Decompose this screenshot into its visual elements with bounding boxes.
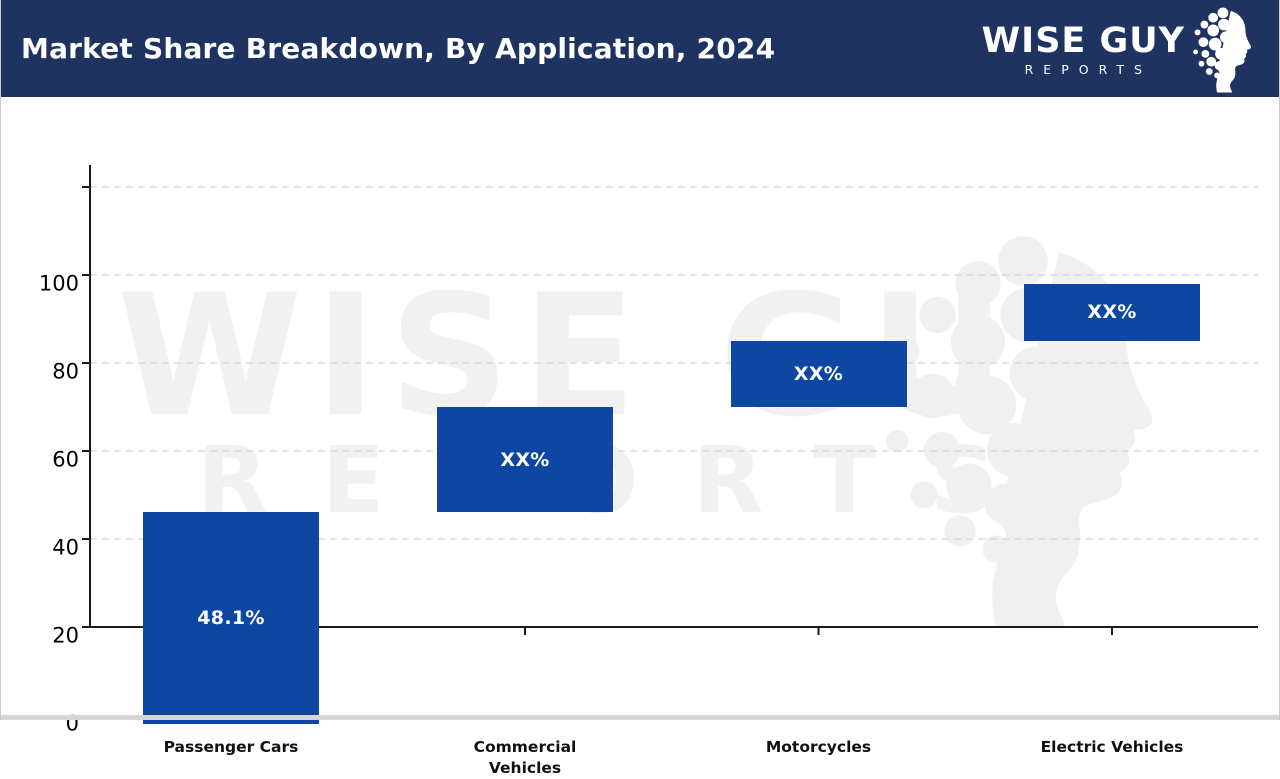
bar-value-label: 48.1% [197, 607, 265, 630]
bar-value-label: XX% [1087, 301, 1137, 324]
chart-area: WISE GUY REPORTS 0 20 40 60 80 100 48.1% Passen… [1, 97, 1280, 777]
logo-subtext: REPORTS [1024, 62, 1152, 77]
bar-segment: XX% [730, 340, 907, 407]
bottom-edge-strip [1, 715, 1279, 720]
x-category-label: Electric Vehicles [1040, 738, 1184, 756]
chart-title: Market Share Breakdown, By Application, … [21, 32, 776, 65]
logo-head-icon [1193, 6, 1252, 93]
y-tick-label: 60 [52, 447, 79, 472]
y-tick-label: 40 [52, 535, 79, 560]
bar-segment: XX% [437, 406, 613, 513]
x-category-label: Passenger Cars [163, 738, 299, 756]
y-tick-label: 20 [52, 623, 79, 648]
y-tick-label: 100 [38, 271, 79, 296]
bar-value-label: XX% [793, 362, 844, 385]
logo-wordmark: WISE GUY [981, 21, 1185, 61]
header-banner: Market Share Breakdown, By Application, … [1, 0, 1279, 97]
y-tick-label: 80 [52, 359, 79, 384]
x-category-label: Motorcycles [765, 738, 872, 756]
bar-segment: 48.1% [143, 512, 319, 724]
bar-value-label: XX% [500, 448, 550, 471]
wiseguy-logo: WISE GUY REPORTS [982, 5, 1253, 93]
bar-segment: XX% [1024, 284, 1200, 341]
x-category-label: Commercial Vehicles [473, 738, 577, 777]
